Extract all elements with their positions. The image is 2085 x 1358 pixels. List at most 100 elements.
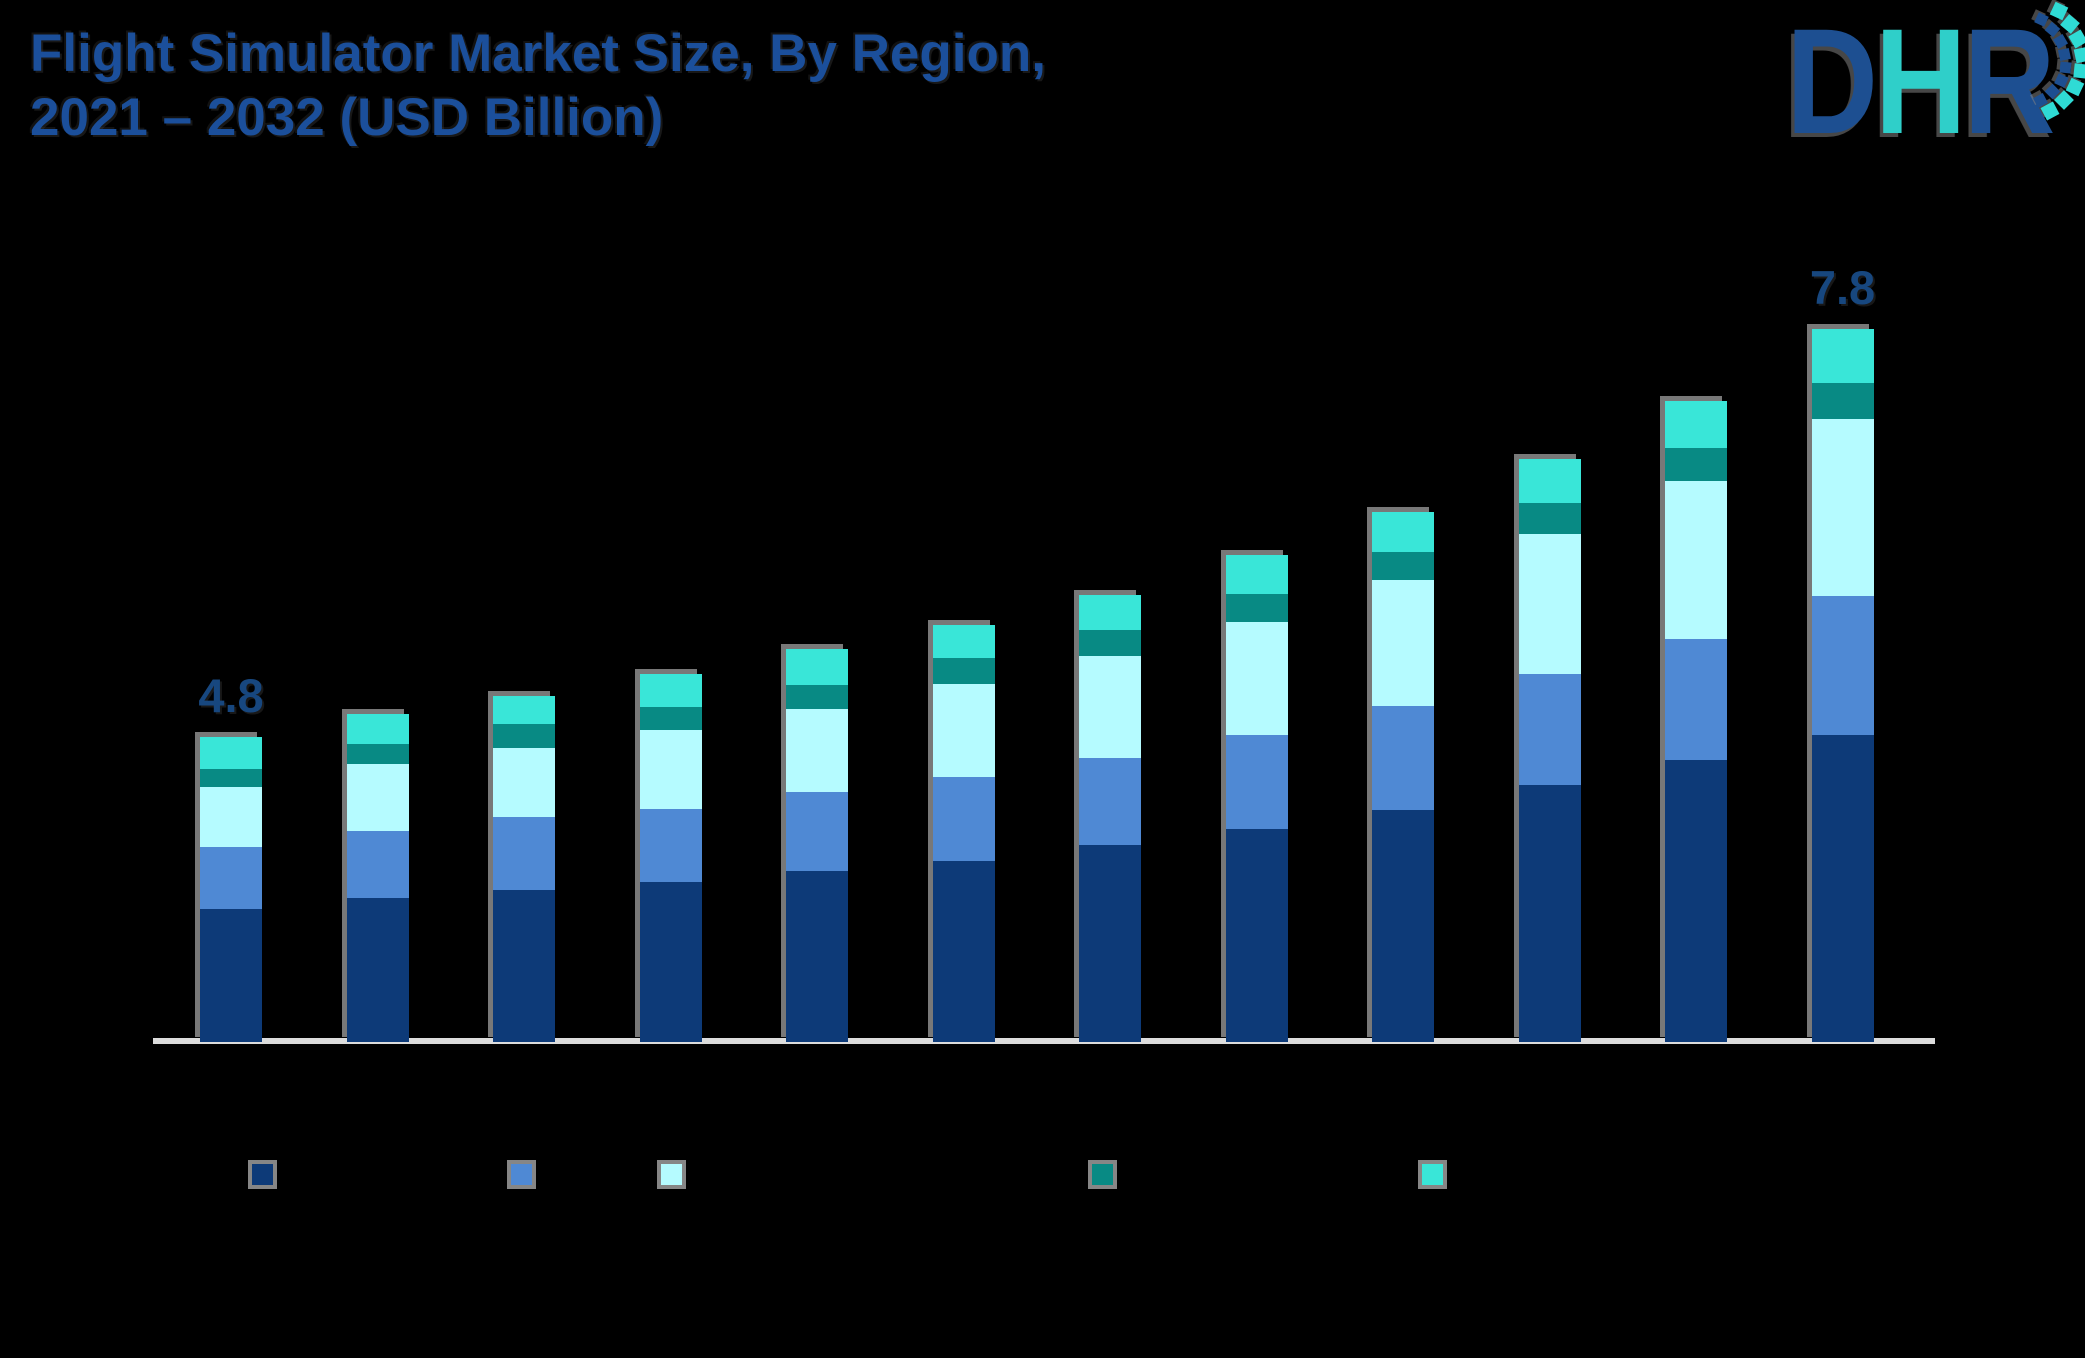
bar-segment-region-series-1 [200,909,262,1042]
logo-dot [2034,12,2049,27]
logo-dot [2052,33,2069,50]
bar-2022 [346,714,409,1042]
logo-dot [2059,61,2072,74]
bar-segment-region-series-2 [346,831,409,898]
bar-segment-region-series-1 [639,882,702,1042]
bar-2026 [932,625,995,1042]
bar-segment-region-series-4 [1372,552,1434,580]
bar-segment-region-series-2 [1079,758,1141,845]
bar-2021 [200,737,262,1042]
bar-segment-region-series-4 [1811,383,1874,419]
bar-segment-region-series-2 [493,817,555,890]
bar-2028 [1225,555,1288,1042]
bar-segment-region-series-5 [346,714,409,744]
bar-2032 [1811,329,1874,1042]
bar-segment-region-series-3 [346,764,409,831]
logo-dot [2065,77,2085,97]
bar-segment-region-series-5 [786,649,848,685]
bar-segment-region-series-1 [932,861,995,1042]
logo-dot [2060,14,2080,34]
bar-segment-region-series-3 [200,787,262,847]
logo-dot [2068,29,2085,49]
logo-sparkle-dots-icon [2033,1,2085,121]
logo-dot [2054,73,2069,88]
bar-segment-region-series-4 [786,685,848,709]
bar-segment-region-series-4 [639,707,702,730]
bar-value-label-2021: 4.8 [198,669,264,722]
legend-marker-2 [507,1160,536,1189]
logo-letter-r: R [1963,0,2055,165]
bar-segment-region-series-4 [1665,448,1727,481]
legend-marker-3 [657,1160,686,1189]
bar-segment-region-series-1 [493,890,555,1042]
bar-segment-region-series-5 [1079,595,1141,630]
bar-segment-region-series-4 [932,658,995,684]
bar-segment-region-series-5 [1225,555,1288,594]
bar-segment-region-series-5 [932,625,995,658]
bar-segment-region-series-1 [786,871,848,1042]
logo-letter-d: D [1786,0,1878,165]
bar-segment-region-series-4 [346,744,409,764]
bar-2030 [1518,459,1581,1042]
bar-2025 [786,649,848,1042]
bar-segment-region-series-2 [932,777,995,861]
bar-value-label-2032: 7.8 [1809,261,1876,314]
bar-segment-region-series-3 [786,709,848,792]
bar-segment-region-series-2 [1665,639,1727,760]
bar-segment-region-series-5 [1372,512,1434,552]
bar-segment-region-series-1 [1372,810,1434,1042]
bar-segment-region-series-5 [1811,329,1874,383]
logo-dot [2040,101,2060,121]
legend-marker-5 [1418,1160,1447,1189]
bar-segment-region-series-3 [1079,656,1141,758]
bar-segment-region-series-2 [786,792,848,871]
bar-segment-region-series-1 [1518,785,1581,1042]
logo-dot [2044,21,2061,38]
logo-dot [2073,46,2085,64]
bar-segment-region-series-1 [1225,829,1288,1042]
bar-segment-region-series-3 [1665,481,1727,639]
bar-segment-region-series-4 [200,769,262,787]
bar-segment-region-series-2 [200,847,262,909]
bar-segment-region-series-4 [1225,594,1288,622]
bar-segment-region-series-5 [493,696,555,724]
legend-marker-4 [1088,1160,1117,1189]
bar-segment-region-series-4 [1518,503,1581,534]
bar-segment-region-series-3 [1811,419,1874,596]
chart-title: Flight Simulator Market Size, By Region,… [30,22,1046,150]
bar-segment-region-series-3 [1225,622,1288,735]
bar-2029 [1372,512,1434,1042]
logo-dot [2057,47,2072,62]
bar-segment-region-series-1 [346,898,409,1042]
logo-dot [2049,1,2069,21]
bar-2024 [639,674,702,1042]
logo-dot [2033,93,2048,108]
bar-segment-region-series-5 [1518,459,1581,503]
bar-segment-region-series-1 [1079,845,1141,1042]
x-axis-line [153,1038,1935,1044]
bar-segment-region-series-5 [639,674,702,707]
bar-segment-region-series-4 [1079,630,1141,656]
bar-segment-region-series-2 [1372,706,1434,810]
bar-segment-region-series-2 [1225,735,1288,829]
chart-title-line2: 2021 – 2032 (USD Billion) [30,88,664,147]
bar-segment-region-series-2 [1518,674,1581,785]
bar-segment-region-series-3 [1372,580,1434,706]
bar-segment-region-series-3 [1518,534,1581,674]
bar-segment-region-series-1 [1811,735,1874,1042]
legend-marker-1 [248,1160,277,1189]
bar-2031 [1665,401,1727,1042]
chart-title-line1: Flight Simulator Market Size, By Region, [30,24,1046,83]
bar-segment-region-series-3 [932,684,995,777]
logo-dot [2054,90,2074,110]
bar-segment-region-series-2 [1811,596,1874,735]
bar-segment-region-series-3 [493,748,555,817]
logo-letter-h: H [1874,0,1967,165]
bar-segment-region-series-3 [639,730,702,809]
bar-segment-region-series-5 [200,737,262,769]
bar-segment-region-series-2 [639,809,702,882]
bar-segment-region-series-5 [1665,401,1727,448]
